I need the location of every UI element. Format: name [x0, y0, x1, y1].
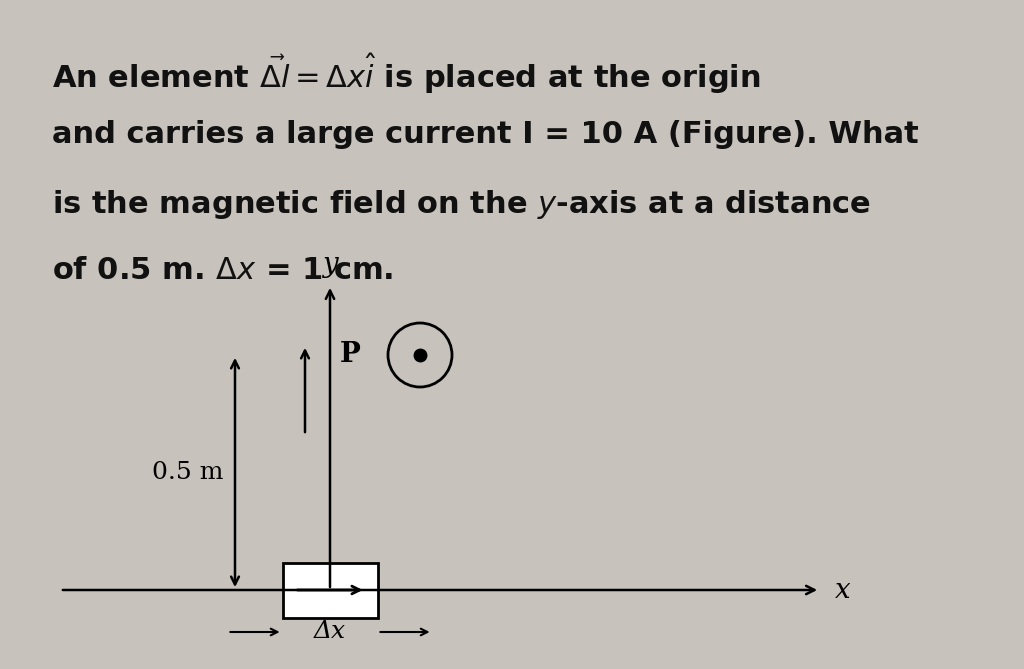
Text: and carries a large current I = 10 A (Figure). What: and carries a large current I = 10 A (Fi…	[52, 120, 919, 149]
Text: Δx: Δx	[314, 621, 346, 644]
Text: P: P	[340, 341, 360, 369]
Bar	[283, 563, 378, 617]
Text: x: x	[835, 577, 851, 603]
Text: An element $\vec{\Delta l} = \Delta x\hat{i}$ is placed at the origin: An element $\vec{\Delta l} = \Delta x\ha…	[52, 52, 761, 96]
Text: y: y	[323, 251, 338, 278]
Text: 0.5 m: 0.5 m	[152, 461, 223, 484]
Text: is the magnetic field on the $y$-axis at a distance: is the magnetic field on the $y$-axis at…	[52, 188, 871, 221]
Text: of 0.5 m. $\Delta x$ = 1 cm.: of 0.5 m. $\Delta x$ = 1 cm.	[52, 256, 393, 285]
